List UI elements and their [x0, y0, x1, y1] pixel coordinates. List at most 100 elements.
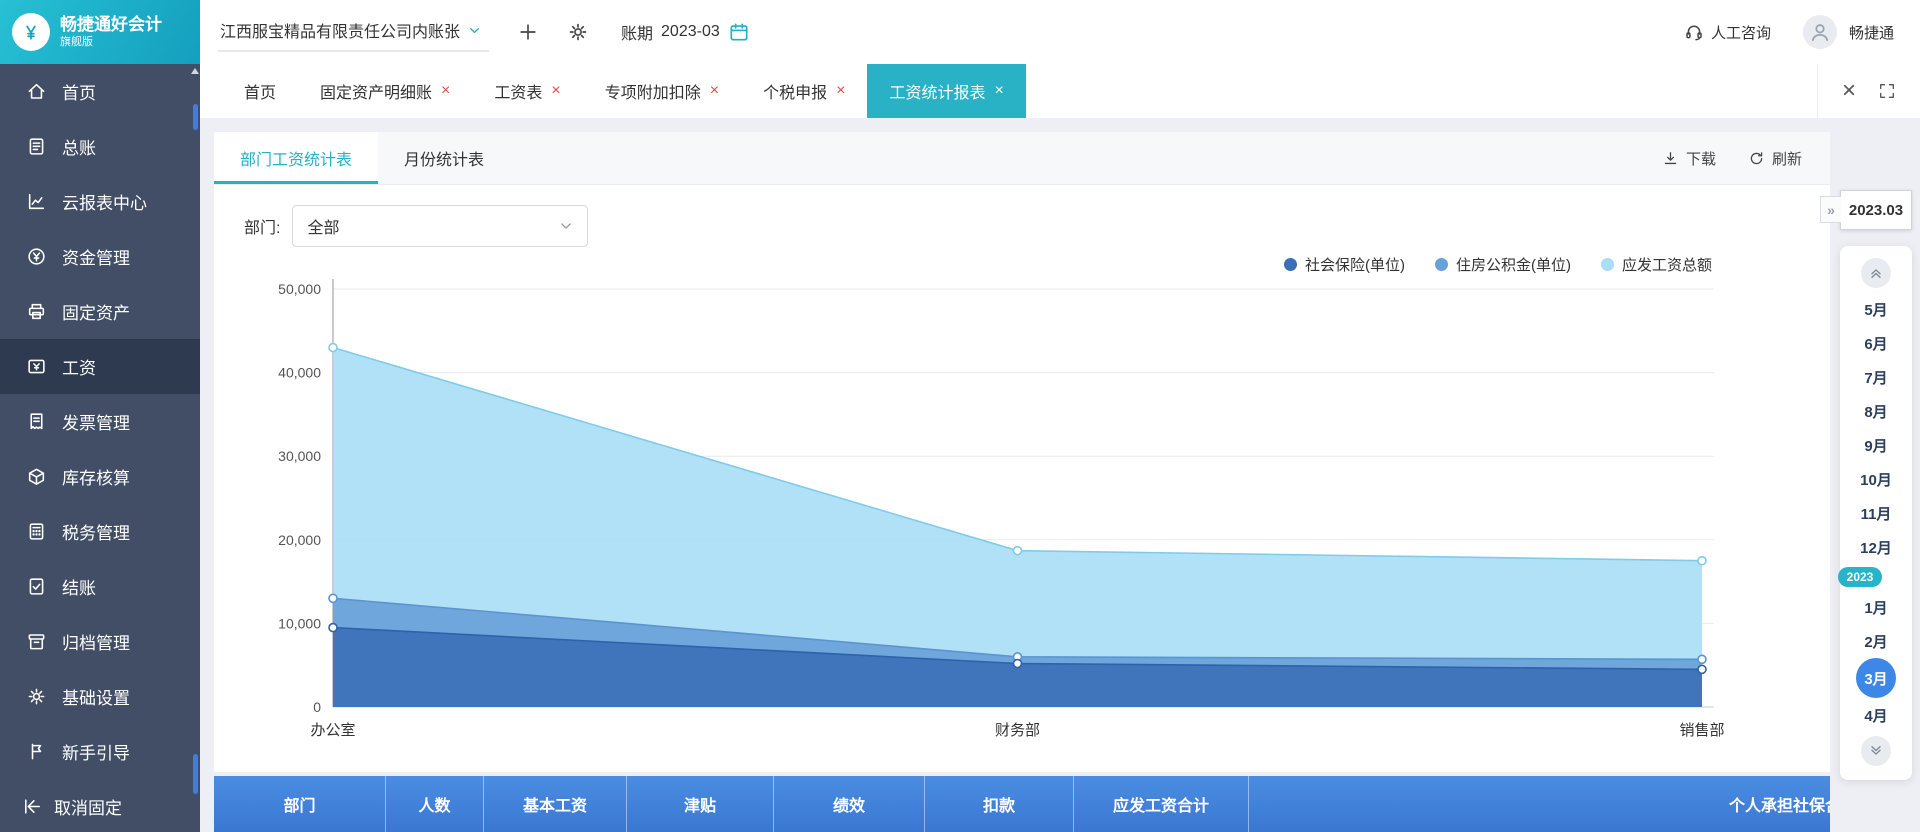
collapse-panel-button[interactable]: »: [1820, 196, 1841, 223]
tab-5[interactable]: 工资统计报表 ×: [867, 64, 1026, 118]
scroll-up-button[interactable]: [1861, 258, 1891, 288]
sidebar-item-11[interactable]: 基础设置: [0, 669, 200, 724]
column-header-label: 津贴: [683, 798, 716, 815]
sidebar-item-0[interactable]: 首页: [0, 64, 200, 119]
legend-label: 住房公积金(单位): [1455, 256, 1571, 274]
chevron-down-icon: [557, 217, 575, 235]
app-logo[interactable]: 畅捷通好会计 旗舰版: [0, 0, 200, 64]
column-header-7[interactable]: 个人承担社保合计: [1249, 776, 1830, 832]
add-account-book-button[interactable]: [517, 21, 539, 43]
refresh-icon: [1748, 150, 1765, 167]
tab-label: 工资统计报表: [889, 85, 986, 102]
tab-label: 固定资产明细账: [320, 85, 433, 102]
department-select[interactable]: 全部: [292, 205, 589, 247]
month-item-2月[interactable]: 2月: [1864, 633, 1888, 651]
column-header-4[interactable]: 绩效: [774, 776, 925, 832]
month-item-9月[interactable]: 9月: [1864, 437, 1888, 455]
sidebar-scrollbar-thumb-bottom[interactable]: [193, 754, 198, 794]
subtab-1[interactable]: 月份统计表: [378, 132, 510, 184]
logo-icon: [12, 13, 50, 51]
invoice-icon: [26, 411, 47, 432]
sidebar-item-10[interactable]: 归档管理: [0, 614, 200, 669]
svg-text:50,000: 50,000: [278, 281, 321, 297]
salary-icon: [26, 356, 47, 377]
tab-list: 首页 固定资产明细账 × 工资表 × 专项附加扣除 × 个税申报 × 工资统计报表 ×: [200, 64, 1026, 118]
period-picker[interactable]: 账期 2023-03: [621, 20, 750, 44]
tab-close-icon[interactable]: ×: [994, 82, 1004, 99]
sidebar-item-label: 基础设置: [62, 689, 130, 708]
scroll-down-button[interactable]: [1861, 736, 1891, 766]
sidebar-scrollbar-thumb-top[interactable]: [193, 104, 198, 130]
tab-2[interactable]: 工资表 ×: [472, 64, 582, 118]
sidebar-item-2[interactable]: 云报表中心: [0, 174, 200, 229]
download-button[interactable]: 下载: [1662, 148, 1716, 169]
subtab-0[interactable]: 部门工资统计表: [214, 132, 379, 184]
unpin-sidebar-button[interactable]: 取消固定: [0, 780, 200, 832]
month-item-1月[interactable]: 1月: [1864, 599, 1888, 617]
sidebar-item-4[interactable]: 固定资产: [0, 284, 200, 339]
current-period[interactable]: 2023.03 »: [1820, 190, 1912, 230]
sidebar-item-3[interactable]: 资金管理: [0, 229, 200, 284]
column-header-3[interactable]: 津贴: [627, 776, 774, 832]
month-item-12月[interactable]: 12月: [1860, 539, 1892, 557]
month-item-5月[interactable]: 5月: [1864, 301, 1888, 319]
column-header-label: 应发工资合计: [1112, 798, 1209, 815]
month-item-8月[interactable]: 8月: [1864, 403, 1888, 421]
column-header-label: 绩效: [832, 798, 865, 815]
tab-3[interactable]: 专项附加扣除 ×: [583, 64, 741, 118]
column-header-label: 人数: [418, 798, 451, 815]
settings-gear-button[interactable]: [567, 21, 589, 43]
column-header-2[interactable]: 基本工资: [484, 776, 627, 832]
column-header-5[interactable]: 扣款: [925, 776, 1074, 832]
column-header-6[interactable]: 应发工资合计: [1074, 776, 1249, 832]
subtab-list: 部门工资统计表 月份统计表: [214, 132, 510, 184]
sidebar-item-8[interactable]: 税务管理: [0, 504, 200, 559]
sidebar-item-9[interactable]: 结账: [0, 559, 200, 614]
tab-close-icon[interactable]: ×: [709, 82, 720, 99]
department-select-value: 全部: [307, 220, 340, 237]
sidebar-item-7[interactable]: 库存核算: [0, 449, 200, 504]
sidebar-item-12[interactable]: 新手引导: [0, 724, 200, 779]
sidebar-item-label: 新手引导: [62, 744, 130, 763]
legend-item-0[interactable]: 社会保险(单位): [1283, 254, 1405, 275]
refresh-button[interactable]: 刷新: [1748, 148, 1802, 169]
topbar: 畅捷通好会计 旗舰版 江西服宝精品有限责任公司内账张 账期 2023-03: [0, 0, 1920, 64]
download-icon: [1662, 150, 1679, 167]
company-name: 江西服宝精品有限责任公司内账张: [220, 24, 461, 41]
sidebar: 首页 总账 云报表中心 资金管理固定资产工资 发票管理 库存核算 税务管理 结账 归档管理基础设…: [0, 64, 200, 832]
legend-item-1[interactable]: 住房公积金(单位): [1434, 254, 1571, 275]
company-selector[interactable]: 江西服宝精品有限责任公司内账张: [218, 12, 490, 52]
month-list: 5月 6月 7月 8月 9月 10月 11月 12月 2023 1月 2月 3月 4月: [1837, 246, 1912, 780]
user-name[interactable]: 畅捷通: [1848, 24, 1894, 42]
month-item-4月[interactable]: 4月: [1864, 707, 1888, 725]
month-item-3月[interactable]: 3月: [1856, 658, 1896, 698]
month-item-11月[interactable]: 11月: [1860, 505, 1892, 523]
sidebar-item-1[interactable]: 总账: [0, 119, 200, 174]
column-header-1[interactable]: 人数: [386, 776, 484, 832]
svg-text:40,000: 40,000: [278, 365, 321, 381]
support-button[interactable]: 人工咨询: [1684, 22, 1771, 43]
tab-close-icon[interactable]: ×: [551, 82, 561, 99]
legend-item-2[interactable]: 应发工资总额: [1600, 254, 1712, 275]
tab-0[interactable]: 首页: [222, 64, 298, 118]
tab-close-icon[interactable]: ×: [836, 82, 846, 99]
tab-close-icon[interactable]: ×: [441, 82, 451, 99]
period-value: 2023-03: [661, 23, 720, 40]
report-actions: 下载 刷新: [1662, 132, 1830, 184]
avatar[interactable]: [1802, 15, 1837, 49]
download-label: 下载: [1685, 150, 1716, 168]
sidebar-item-6[interactable]: 发票管理: [0, 394, 200, 449]
tab-1[interactable]: 固定资产明细账 ×: [298, 64, 472, 118]
month-item-6月[interactable]: 6月: [1864, 335, 1888, 353]
month-item-7月[interactable]: 7月: [1864, 369, 1888, 387]
column-header-0[interactable]: 部门: [214, 776, 386, 832]
close-all-tabs-button[interactable]: ×: [1841, 77, 1856, 104]
fullscreen-icon[interactable]: [1878, 82, 1896, 100]
topbar-right: 人工咨询 畅捷通: [1684, 15, 1920, 49]
unpin-icon: [22, 796, 43, 817]
sidebar-item-5[interactable]: 工资: [0, 339, 200, 394]
tab-4[interactable]: 个税申报 ×: [741, 64, 867, 118]
month-item-10月[interactable]: 10月: [1860, 471, 1892, 489]
sidebar-item-label: 固定资产: [62, 304, 130, 323]
sidebar-scroll-up-arrow[interactable]: [191, 68, 199, 74]
